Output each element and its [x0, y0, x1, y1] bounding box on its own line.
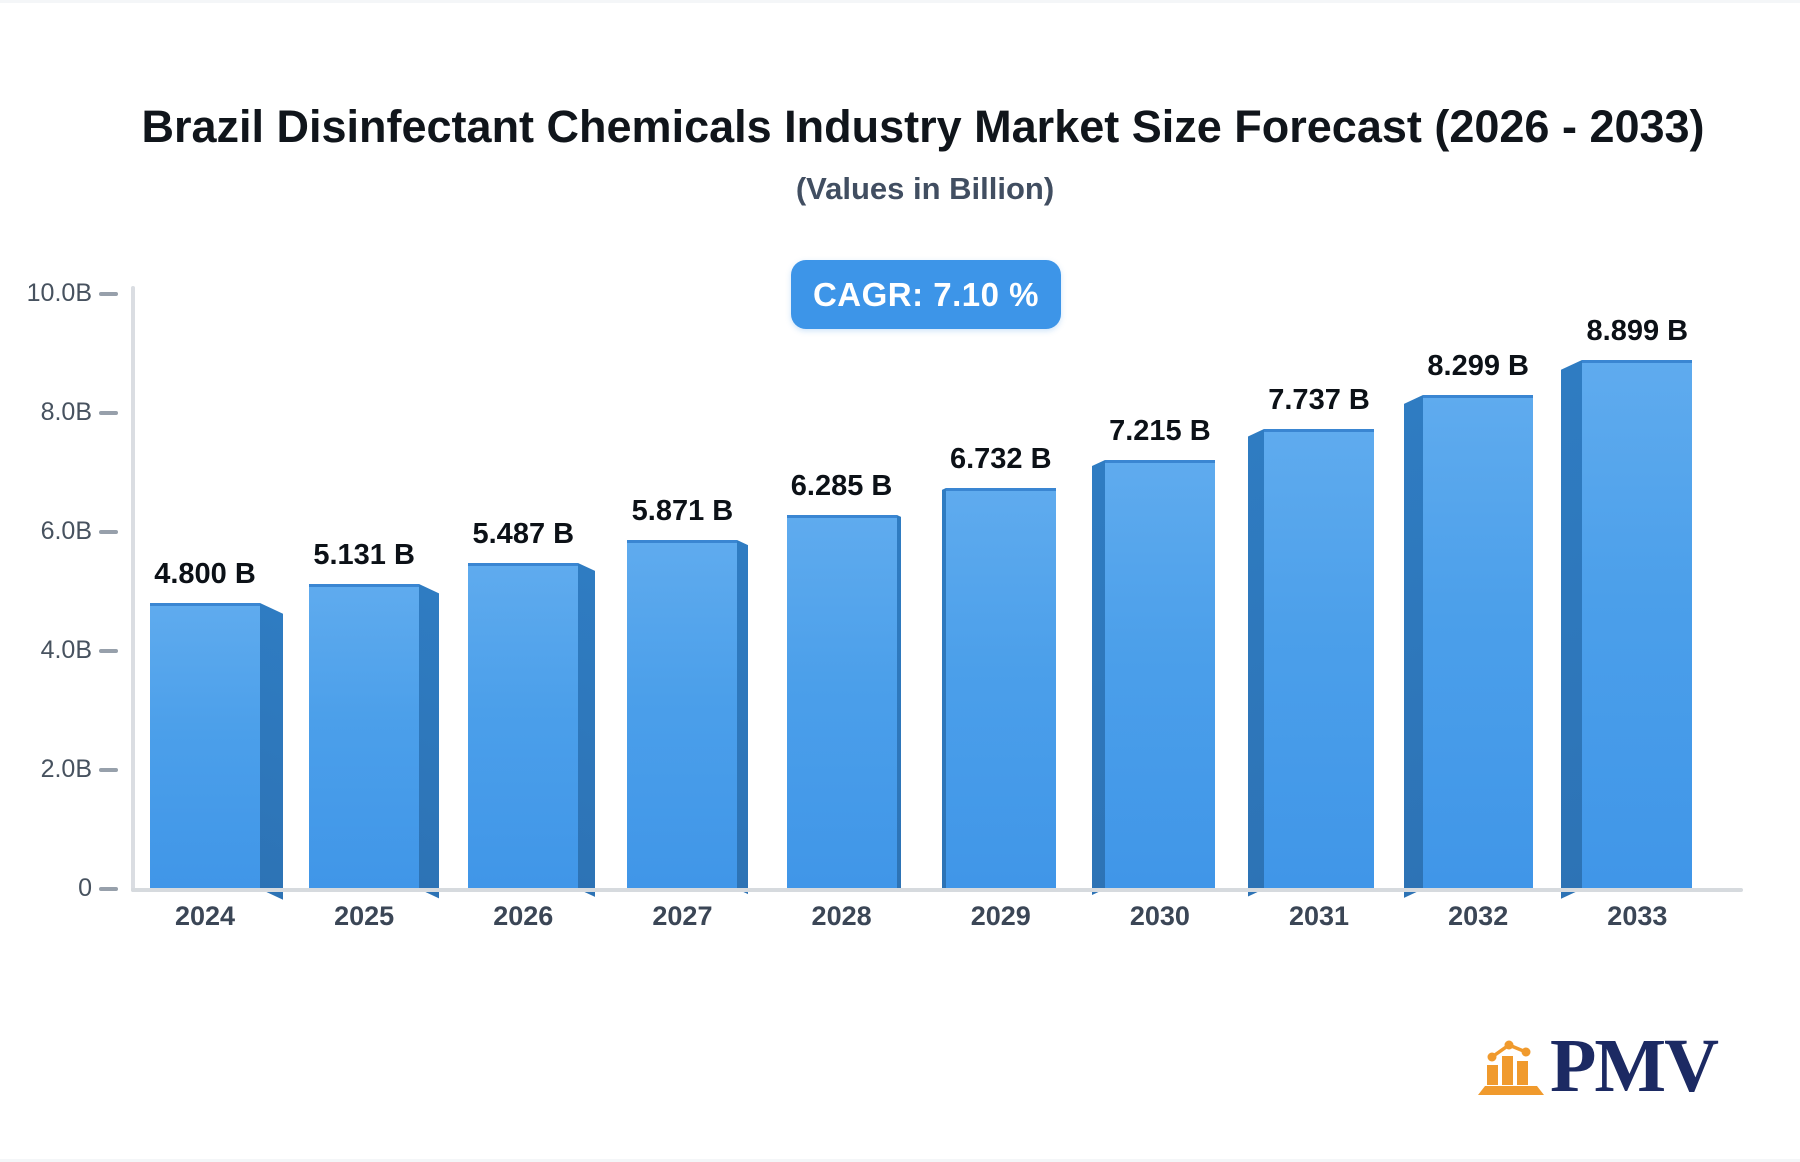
bar-value-label: 5.487 B: [472, 517, 575, 550]
bar-side-face: [578, 562, 596, 897]
x-axis-label-2026: 2026: [493, 901, 554, 931]
y-tick-dash: [99, 411, 118, 415]
chart-title: Brazil Disinfectant Chemicals Industry M…: [141, 101, 1705, 152]
logo-text: PMV: [1550, 1024, 1719, 1108]
bar-front-face: [786, 515, 897, 889]
bar-2026: [468, 562, 596, 897]
y-tick-label: 6.0B: [40, 517, 92, 545]
bar-side-face: [1248, 428, 1265, 897]
bar-front-face: [150, 603, 260, 889]
bar-side-face: [260, 603, 283, 900]
x-axis-label-2031: 2031: [1289, 901, 1350, 931]
y-tick-label: 2.0B: [40, 755, 92, 783]
cagr-badge: CAGR: 7.10 %: [791, 260, 1061, 329]
bar-front-face: [945, 488, 1056, 889]
bar-value-label: 5.131 B: [313, 538, 415, 571]
y-tick-label: 0: [78, 874, 92, 902]
bar-value-label: 7.215 B: [1109, 414, 1211, 447]
bar-front-face: [468, 562, 579, 889]
bar-2028: [786, 515, 901, 891]
y-tick-label: 10.0B: [26, 279, 92, 307]
bar-front-face: [309, 583, 420, 889]
x-axis-label-2027: 2027: [652, 901, 713, 931]
y-tick-dash: [99, 887, 118, 891]
y-tick-dash: [99, 649, 118, 653]
bar-2031: [1248, 428, 1375, 897]
bar-value-label: 5.871 B: [631, 494, 734, 527]
bar-2025: [309, 583, 440, 899]
bar-value-label: 4.800 B: [154, 558, 256, 591]
bar-value-label: 8.899 B: [1586, 314, 1689, 347]
chart-subtitle: (Values in Billion): [795, 171, 1055, 206]
bar-2033: [1561, 359, 1693, 899]
x-axis-label-2032: 2032: [1448, 901, 1509, 931]
bar-front-face: [1104, 459, 1215, 889]
bar-2024: [150, 603, 283, 900]
x-axis-label-2028: 2028: [811, 901, 872, 931]
bar-2032: [1404, 395, 1534, 898]
bar-value-label: 7.737 B: [1268, 383, 1370, 416]
bar-2027: [627, 539, 749, 895]
y-tick-dash: [99, 292, 118, 296]
bar-side-face: [896, 515, 901, 891]
bar-front-face: [627, 539, 738, 889]
x-axis-label-2030: 2030: [1129, 901, 1190, 931]
bar-side-face: [1561, 359, 1583, 899]
x-axis-label-2033: 2033: [1607, 901, 1668, 931]
bar-value-label: 6.732 B: [949, 443, 1052, 476]
bar-front-face: [1582, 359, 1693, 889]
cagr-badge-label: CAGR: 7.10 %: [812, 275, 1040, 313]
bar-value-label: 8.299 B: [1427, 350, 1529, 383]
x-axis-label-2025: 2025: [334, 901, 395, 931]
y-tick-dash: [99, 768, 118, 772]
bar-chart-logo-icon: [1478, 1040, 1544, 1096]
bar-2029: [941, 488, 1056, 891]
bar-side-face: [1404, 395, 1424, 898]
y-axis-line: [131, 286, 135, 892]
y-tick-dash: [99, 530, 118, 534]
pmv-logo: PMV: [1478, 1024, 1719, 1108]
x-axis-label-2024: 2024: [174, 901, 236, 931]
bar-front-face: [1264, 428, 1375, 889]
x-axis-label-2029: 2029: [970, 901, 1031, 931]
y-tick-label: 8.0B: [40, 398, 92, 426]
bar-side-face: [737, 539, 749, 895]
y-tick-label: 4.0B: [40, 636, 92, 664]
bar-front-face: [1423, 395, 1534, 889]
bar-side-face: [419, 583, 440, 899]
bar-2030: [1091, 459, 1215, 896]
bar-value-label: 6.285 B: [790, 470, 893, 503]
bar-side-face: [1091, 459, 1105, 896]
x-axis-line: [131, 888, 1743, 892]
